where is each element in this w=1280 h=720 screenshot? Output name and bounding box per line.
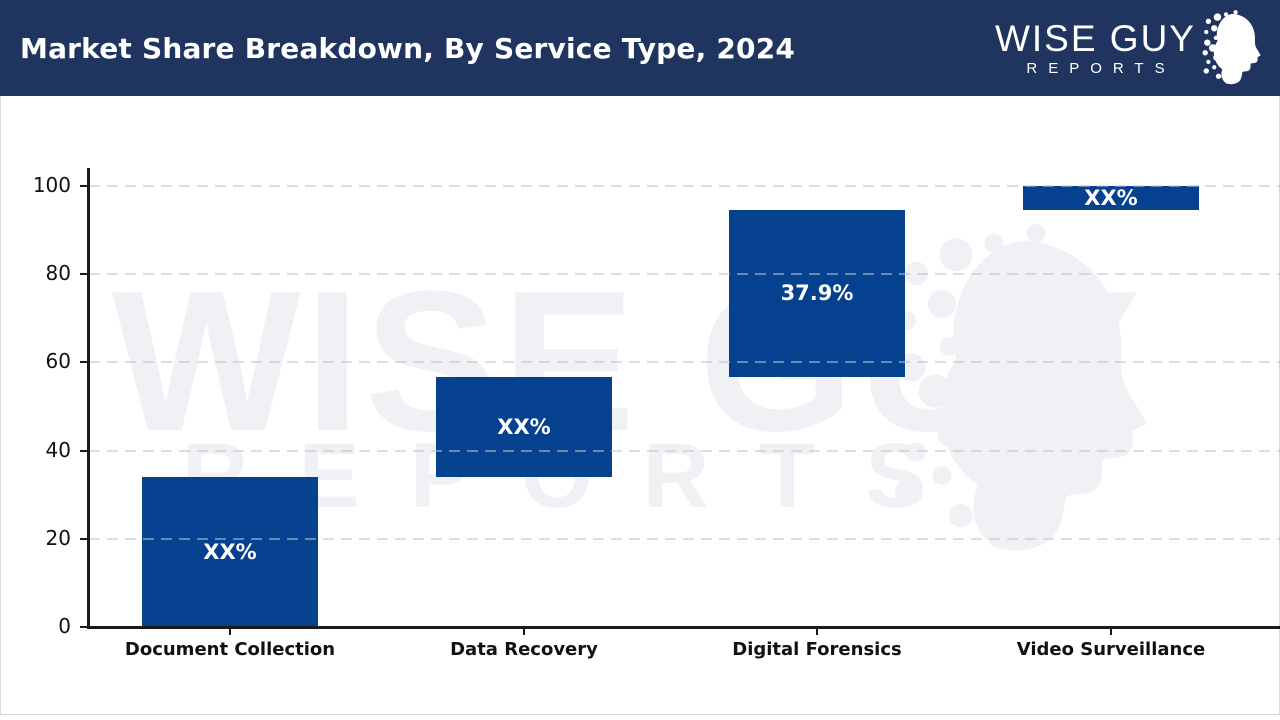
category-label-2: Digital Forensics bbox=[732, 639, 902, 660]
y-tick-label-100: 100 bbox=[32, 173, 71, 197]
y-tick-label-60: 60 bbox=[45, 349, 71, 374]
gridline-60 bbox=[89, 361, 1280, 364]
y-tick-40 bbox=[80, 449, 88, 452]
gridline-100 bbox=[89, 185, 1280, 187]
category-label-3: Video Surveillance bbox=[1016, 639, 1206, 660]
bar-value-label: XX% bbox=[497, 414, 551, 439]
y-axis-spine bbox=[87, 168, 90, 629]
gridline-80 bbox=[89, 273, 1280, 276]
category-label-1: Data Recovery bbox=[450, 639, 598, 660]
x-tick-3 bbox=[1110, 627, 1112, 635]
bar-document-collection: XX% bbox=[142, 476, 318, 627]
y-tick-100 bbox=[80, 185, 88, 187]
x-axis-spine bbox=[87, 626, 1280, 629]
chart-title: Market Share Breakdown, By Service Type,… bbox=[20, 31, 796, 65]
y-tick-label-40: 40 bbox=[45, 437, 71, 462]
bar-value-label: XX% bbox=[1084, 185, 1138, 210]
y-tick-60 bbox=[80, 361, 88, 364]
category-label-0: Document Collection bbox=[124, 639, 336, 660]
gridline-40 bbox=[89, 449, 1280, 452]
x-tick-2 bbox=[816, 627, 818, 635]
header-bar: Market Share Breakdown, By Service Type,… bbox=[0, 0, 1280, 96]
y-tick-0 bbox=[80, 626, 88, 628]
bar-video-surveillance: XX% bbox=[1023, 186, 1199, 210]
y-tick-label-80: 80 bbox=[45, 261, 71, 286]
x-tick-0 bbox=[229, 627, 231, 635]
y-tick-20 bbox=[80, 537, 88, 540]
bar-data-recovery: XX% bbox=[436, 376, 612, 477]
y-tick-80 bbox=[80, 273, 88, 276]
bar-value-label: 37.9% bbox=[780, 281, 854, 306]
y-tick-label-20: 20 bbox=[45, 525, 71, 550]
logo-name-text: WISE GUY bbox=[994, 18, 1196, 59]
y-tick-label-0: 0 bbox=[58, 614, 71, 638]
bar-digital-forensics: 37.9% bbox=[729, 209, 905, 377]
x-tick-1 bbox=[523, 627, 525, 635]
wise-guy-logo: WISE GUY REPORTS bbox=[995, 6, 1280, 90]
gridline-20 bbox=[89, 537, 1280, 540]
logo-tagline-text: REPORTS bbox=[1026, 60, 1176, 77]
logo-wordmark: WISE GUY REPORTS bbox=[995, 20, 1196, 76]
bar-value-label: XX% bbox=[203, 539, 257, 564]
